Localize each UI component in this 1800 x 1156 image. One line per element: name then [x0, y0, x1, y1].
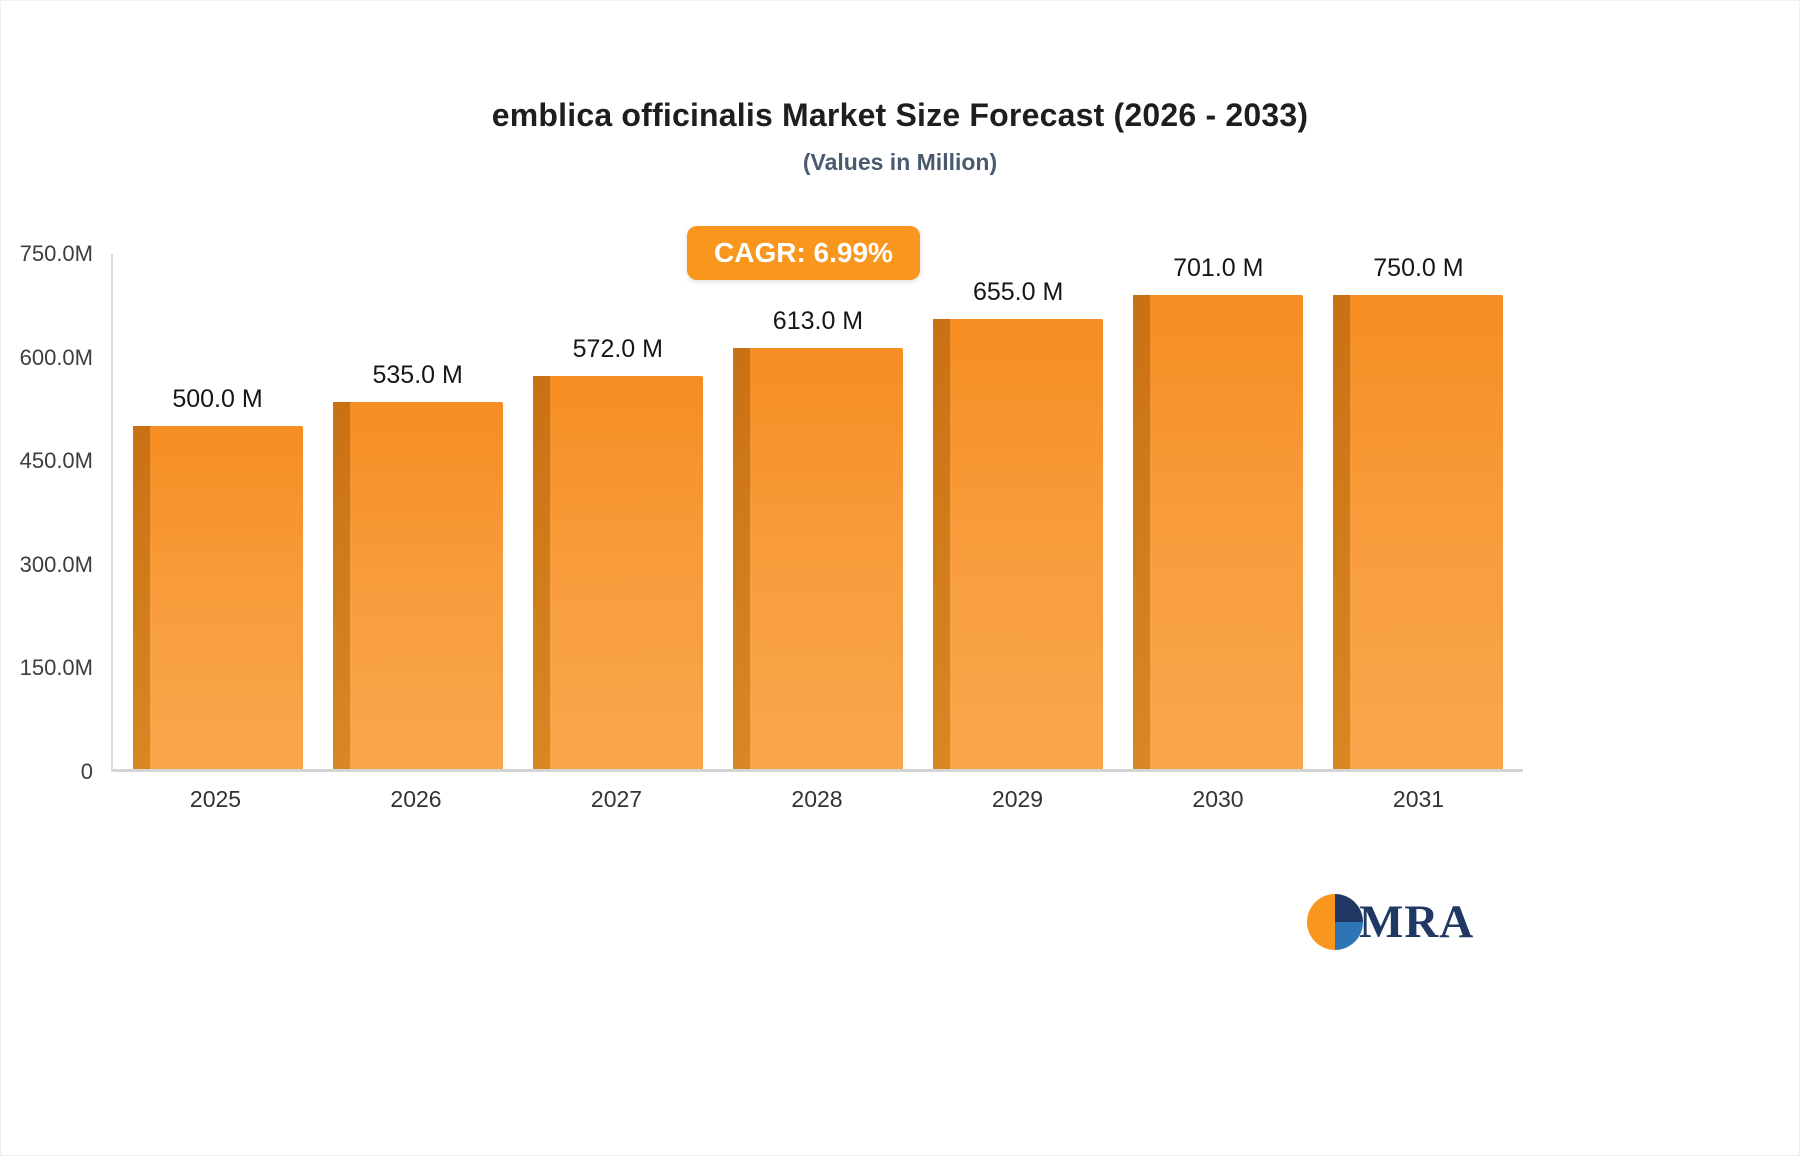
x-axis-tick-label: 2025 — [189, 786, 242, 812]
cagr-badge: CAGR: 6.99% — [687, 226, 920, 280]
chart-title: emblica officinalis Market Size Forecast… — [491, 97, 1309, 133]
bar-value-label: 701.0 M — [1173, 254, 1264, 282]
y-axis-tick-label: 300.0M — [19, 551, 93, 577]
chart-subtitle: (Values in Million) — [802, 149, 998, 175]
x-axis-tick-label: 2028 — [791, 786, 843, 812]
bar — [332, 401, 503, 770]
bar-value-label: 500.0 M — [172, 384, 263, 413]
bar-value-label: 613.0 M — [772, 307, 864, 336]
bar-group: 750.0 M — [1320, 254, 1517, 769]
bar-group: 572.0 M — [519, 254, 716, 769]
y-axis-tick-label: 0 — [80, 759, 93, 784]
bar — [532, 376, 703, 769]
bar-group: 535.0 M — [319, 254, 516, 770]
plot-area: 500.0 M 535.0 M 572.0 M 613.0 M 655.0 M 701.0… — [111, 254, 1523, 772]
logo-pie-icon — [1307, 894, 1363, 950]
bar — [933, 319, 1104, 769]
y-axis-tick-label: 150.0M — [19, 655, 93, 681]
y-axis: 0 150.0M 300.0M 450.0M 600.0M 750.0M — [1, 241, 93, 784]
bar-group: 701.0 M — [1120, 254, 1317, 769]
x-axis-tick-label: 2030 — [1192, 786, 1244, 812]
bar-value-label: 572.0 M — [572, 335, 663, 364]
bar-group: 613.0 M — [719, 254, 916, 769]
y-axis-tick-label: 750.0M — [19, 241, 93, 266]
bar-group: 655.0 M — [920, 254, 1117, 769]
x-axis-tick-label: 2029 — [991, 786, 1044, 812]
y-axis-tick-label: 600.0M — [19, 344, 93, 370]
x-axis-tick-label: 2026 — [390, 786, 442, 812]
bar — [132, 425, 303, 770]
bar-value-label: 535.0 M — [372, 360, 463, 389]
y-axis-tick-label: 450.0M — [19, 448, 93, 474]
x-axis: 2025 2026 2027 2028 2029 2030 2031 — [111, 786, 1523, 813]
bar — [1333, 295, 1504, 769]
x-axis-tick-label: 2031 — [1392, 786, 1445, 812]
x-axis-tick-label: 2027 — [590, 786, 643, 812]
logo: MRA — [1307, 894, 1474, 950]
bar — [732, 348, 903, 769]
bar-value-label: 750.0 M — [1373, 254, 1464, 282]
logo-text: MRA — [1359, 896, 1475, 948]
bar-group: 500.0 M — [119, 254, 316, 770]
bar-value-label: 655.0 M — [972, 278, 1064, 307]
bar — [1133, 295, 1304, 769]
